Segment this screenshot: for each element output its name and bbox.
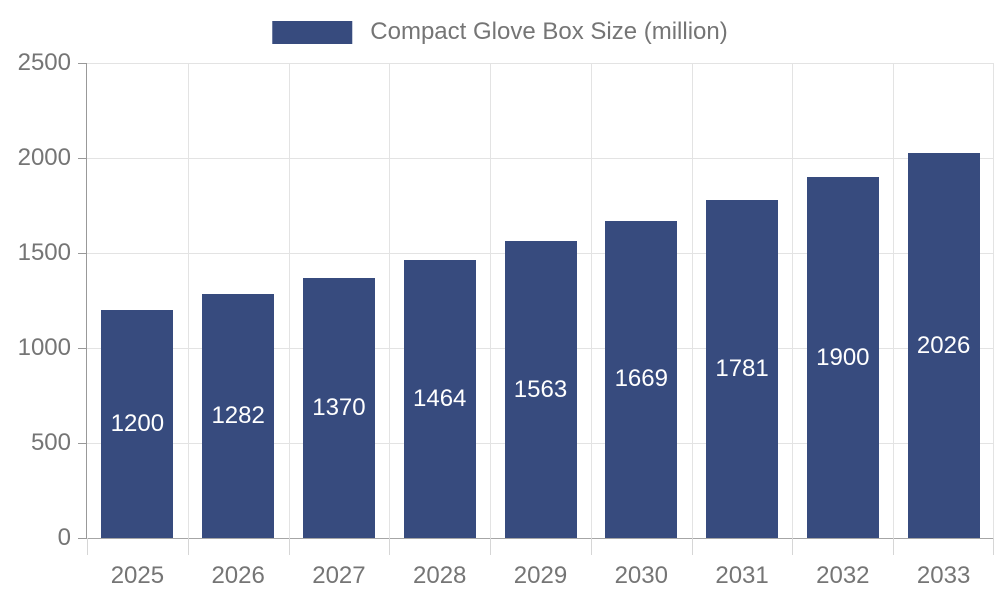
x-axis-tick-label: 2026: [211, 562, 265, 589]
bar[interactable]: 2026: [907, 153, 980, 538]
y-axis-tick-label: 1500: [17, 239, 71, 266]
bar-value-label: 1781: [715, 354, 769, 382]
gridline-vertical: [893, 63, 894, 538]
bar-value-label: 1200: [110, 410, 165, 437]
bar[interactable]: 1563: [504, 241, 577, 538]
y-axis-tick: [78, 347, 87, 349]
x-axis-tick: [692, 538, 693, 555]
x-axis-tick: [993, 538, 994, 555]
x-axis-tick: [389, 538, 390, 555]
x-axis-tick: [893, 538, 894, 555]
x-axis-tick-label: 2025: [110, 562, 165, 589]
bar-value-label: 1563: [513, 375, 568, 403]
gridline-vertical: [591, 63, 592, 538]
x-axis-tick: [490, 538, 491, 555]
bar[interactable]: 1669: [605, 220, 678, 538]
gridline-horizontal: [87, 157, 994, 159]
x-axis-tick-label: 2028: [413, 562, 467, 589]
bar-value-label: 2026: [916, 331, 971, 359]
bar[interactable]: 1370: [302, 277, 375, 538]
y-axis-tick: [78, 442, 87, 444]
x-axis-tick-label: 2032: [816, 562, 870, 589]
bar[interactable]: 1464: [403, 259, 476, 538]
x-axis-tick-label: 2031: [715, 562, 769, 589]
bar-value-label: 1370: [312, 393, 366, 421]
y-axis-tick: [78, 252, 87, 254]
x-axis-tick-label: 2027: [312, 562, 366, 589]
y-axis-tick-label: 1000: [17, 334, 71, 361]
bar-value-label: 1464: [413, 384, 467, 412]
y-axis-tick: [78, 62, 87, 64]
legend-label: Compact Glove Box Size (million): [370, 18, 728, 45]
y-axis-tick-label: 0: [57, 524, 71, 551]
x-axis-tick: [87, 538, 88, 555]
bar-value-label: 1900: [816, 343, 870, 371]
bar-value-label: 1669: [614, 365, 668, 393]
y-axis-tick-label: 2500: [17, 49, 71, 76]
bar[interactable]: 1282: [202, 294, 275, 538]
gridline-vertical: [993, 63, 994, 538]
bar[interactable]: 1200: [101, 310, 174, 538]
x-axis-tick-label: 2033: [916, 562, 971, 589]
legend-swatch: [272, 20, 353, 44]
gridline-vertical: [389, 63, 390, 538]
gridline-vertical: [490, 63, 491, 538]
plot-area: 0 500 1000 1500 2000 2500 2025 2026 2027 2028 2029…: [18, 51, 994, 589]
y-axis-tick: [78, 157, 87, 159]
x-axis-tick: [792, 538, 793, 555]
bar[interactable]: 1781: [706, 199, 779, 538]
gridline-vertical: [692, 63, 693, 538]
y-axis-tick-label: 500: [30, 429, 71, 456]
gridline-vertical: [188, 63, 189, 538]
bar[interactable]: 1900: [806, 177, 879, 538]
legend[interactable]: Compact Glove Box Size (million): [272, 18, 728, 46]
bar-value-label: 1282: [211, 402, 265, 430]
gridline-horizontal: [87, 62, 994, 64]
x-axis-tick-label: 2030: [614, 562, 668, 589]
x-axis-tick: [289, 538, 290, 555]
y-axis-tick-label: 2000: [17, 144, 71, 171]
x-axis-tick-label: 2029: [513, 562, 568, 589]
gridline-vertical: [792, 63, 793, 538]
x-axis-tick: [188, 538, 189, 555]
y-axis-tick: [78, 537, 87, 539]
gridline-vertical: [289, 63, 290, 538]
x-axis-tick: [591, 538, 592, 555]
